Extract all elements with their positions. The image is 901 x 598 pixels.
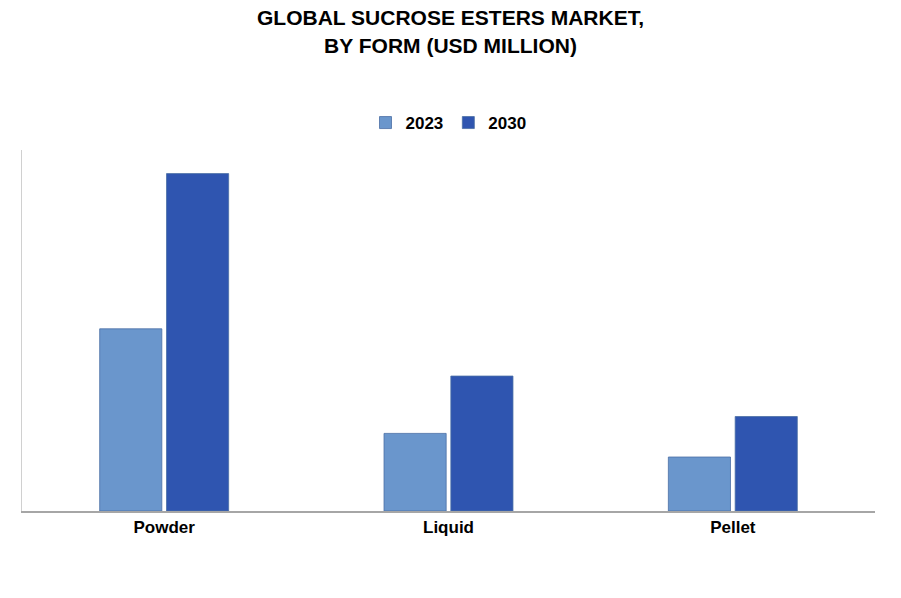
svg-text:2023: 2023: [406, 114, 444, 133]
svg-text:Powder: Powder: [133, 518, 195, 537]
svg-text:2030: 2030: [488, 114, 526, 133]
svg-text:Liquid: Liquid: [423, 518, 474, 537]
svg-text:Pellet: Pellet: [710, 518, 756, 537]
svg-text:GLOBAL SUCROSE ESTERS MARKET,B: GLOBAL SUCROSE ESTERS MARKET,BY FORM (US…: [257, 6, 644, 56]
